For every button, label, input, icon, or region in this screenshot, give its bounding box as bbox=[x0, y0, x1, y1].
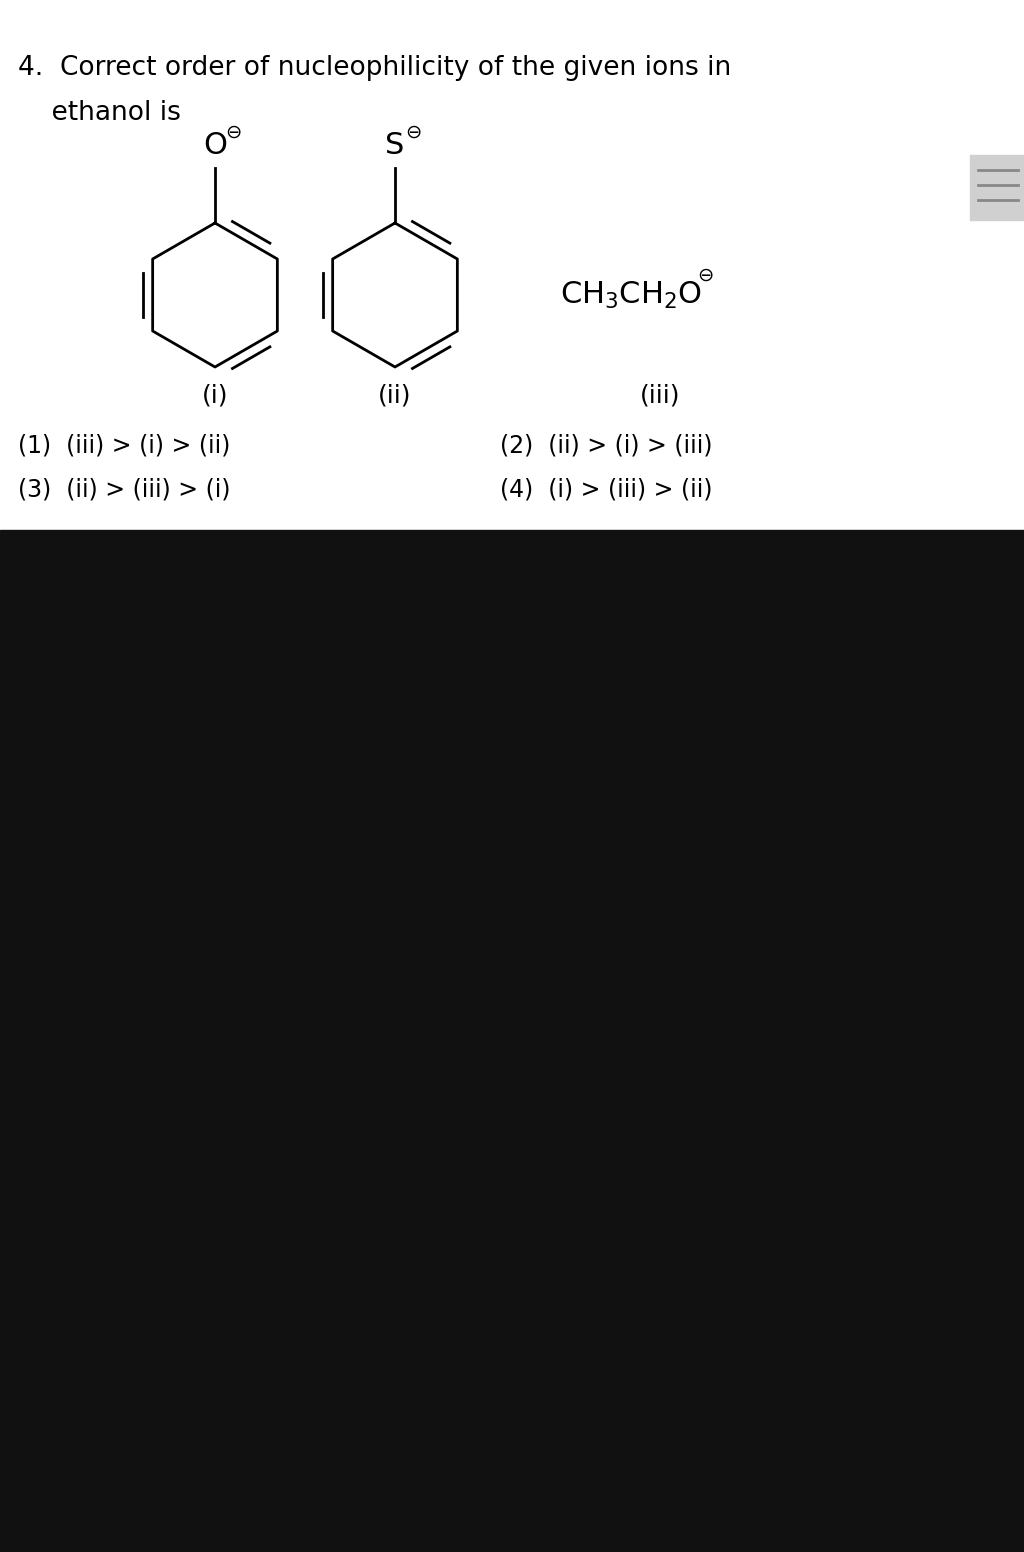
Bar bbox=[970, 155, 1024, 220]
Text: ⊖: ⊖ bbox=[404, 123, 421, 141]
Text: (3)  (ii) > (iii) > (i): (3) (ii) > (iii) > (i) bbox=[18, 478, 230, 501]
Text: (4)  (i) > (iii) > (ii): (4) (i) > (iii) > (ii) bbox=[500, 478, 713, 501]
Text: O: O bbox=[203, 132, 227, 160]
Text: 4.  Correct order of nucleophilicity of the given ions in: 4. Correct order of nucleophilicity of t… bbox=[18, 54, 731, 81]
Text: ethanol is: ethanol is bbox=[18, 99, 181, 126]
Text: ⊖: ⊖ bbox=[696, 265, 713, 284]
Text: CH$_3$CH$_2$O: CH$_3$CH$_2$O bbox=[560, 279, 702, 310]
Text: ⊖: ⊖ bbox=[225, 123, 242, 141]
Text: (i): (i) bbox=[202, 383, 228, 407]
Text: (2)  (ii) > (i) > (iii): (2) (ii) > (i) > (iii) bbox=[500, 433, 713, 456]
Bar bbox=[0, 529, 1024, 1552]
Text: (1)  (iii) > (i) > (ii): (1) (iii) > (i) > (ii) bbox=[18, 433, 230, 456]
Text: S: S bbox=[385, 132, 404, 160]
Text: (ii): (ii) bbox=[378, 383, 412, 407]
Text: (iii): (iii) bbox=[640, 383, 680, 407]
